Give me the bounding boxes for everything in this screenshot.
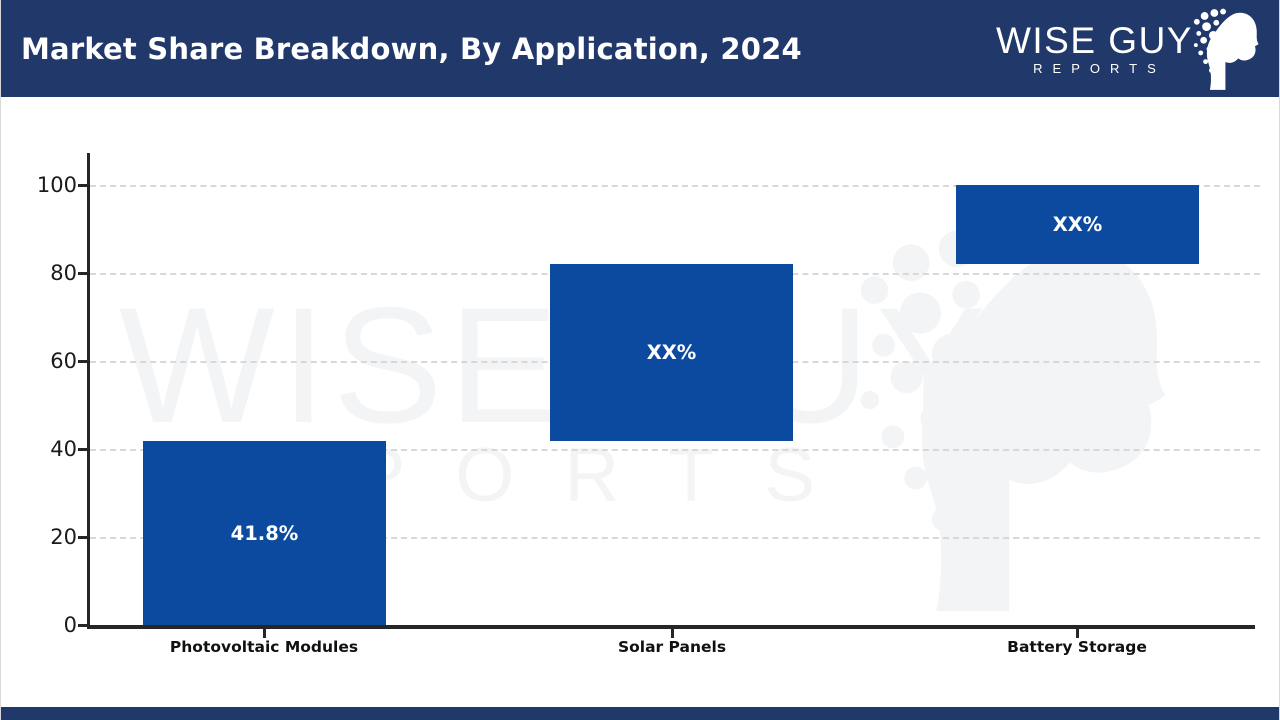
gridline-20	[90, 537, 1260, 539]
logo-wordmark: WISE GUY	[995, 20, 1193, 61]
logo-subtitle: REPORTS	[1033, 61, 1166, 76]
footer-bar	[1, 707, 1279, 720]
y-tick-mark-20	[78, 535, 87, 539]
bar-solar-panels: XX%	[550, 263, 793, 442]
x-tick-mark-battery-storage	[1075, 629, 1079, 638]
y-tick-label-60: 60	[50, 349, 77, 373]
bar-value-label-solar-panels: XX%	[646, 340, 697, 364]
y-tick-mark-40	[78, 447, 87, 451]
y-tick-mark-100	[78, 183, 87, 187]
x-category-label-photovoltaic-modules: Photovoltaic Modules	[169, 638, 359, 656]
bar-photovoltaic-modules: 41.8%	[143, 441, 386, 625]
y-tick-mark-60	[78, 359, 87, 363]
header-bar: Market Share Breakdown, By Application, …	[1, 0, 1279, 97]
y-tick-label-0: 0	[63, 613, 77, 637]
wiseguy-logo-text: WISE GUY REPORTS	[996, 22, 1193, 75]
y-tick-label-80: 80	[50, 261, 77, 285]
y-axis-line	[87, 153, 90, 628]
x-tick-mark-photovoltaic-modules	[262, 629, 266, 638]
gridline-100	[90, 185, 1260, 187]
x-axis-line	[87, 625, 1255, 629]
x-category-label-battery-storage: Battery Storage	[1007, 638, 1147, 656]
bar-battery-storage: XX%	[956, 185, 1199, 264]
wiseguy-logo: WISE GUY REPORTS	[996, 8, 1261, 90]
y-tick-label-20: 20	[50, 525, 77, 549]
chart-title: Market Share Breakdown, By Application, …	[21, 31, 802, 66]
bar-value-label-photovoltaic-modules: 41.8%	[230, 521, 299, 545]
x-category-label-solar-panels: Solar Panels	[617, 638, 727, 656]
y-tick-label-40: 40	[50, 437, 77, 461]
x-tick-mark-solar-panels	[670, 629, 674, 638]
bar-value-label-battery-storage: XX%	[1052, 212, 1103, 236]
logo-face-icon	[1193, 8, 1259, 90]
y-tick-mark-80	[78, 271, 87, 275]
y-tick-mark-0	[78, 623, 87, 627]
y-tick-label-100: 100	[36, 173, 77, 197]
gridline-40	[90, 449, 1260, 451]
